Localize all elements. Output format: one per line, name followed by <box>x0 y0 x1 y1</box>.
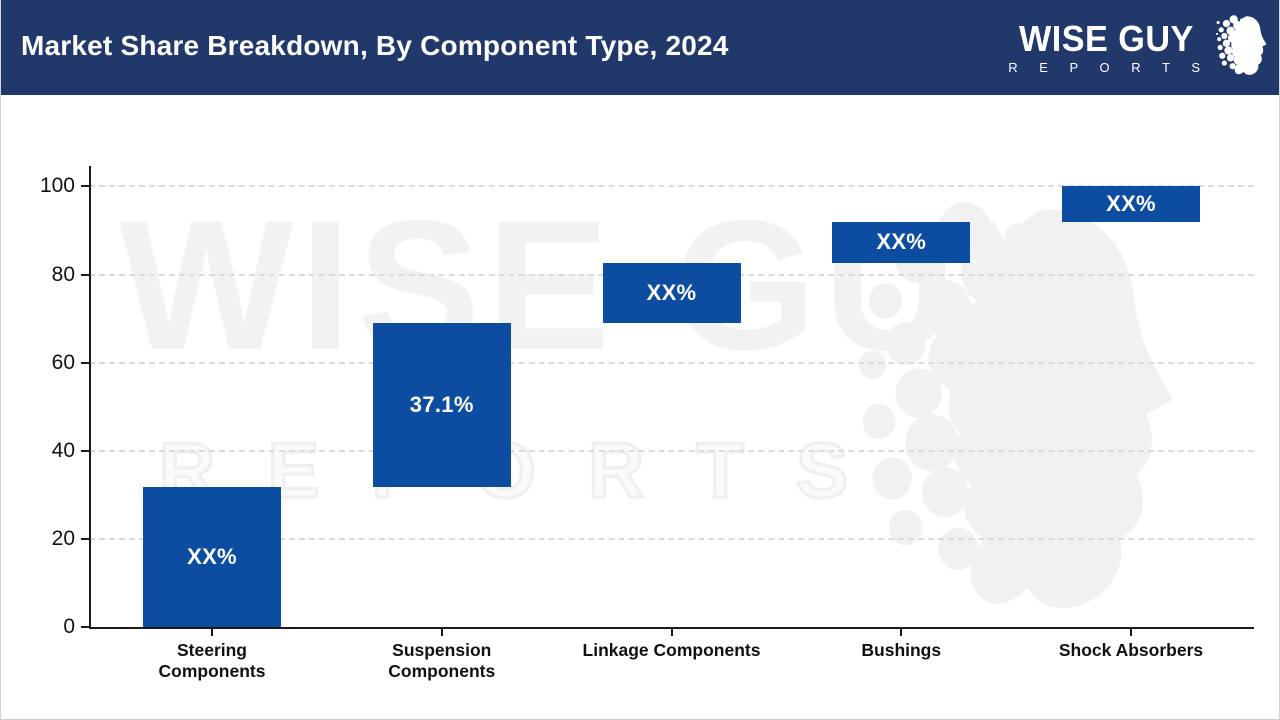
bar-value-label: 37.1% <box>409 392 474 418</box>
y-axis-line <box>89 166 91 629</box>
brand-name: WISE GUY <box>1019 17 1195 59</box>
bar-bushings: XX% <box>832 221 971 263</box>
y-tick-20 <box>81 537 89 540</box>
bar-steering-components: XX% <box>143 486 281 627</box>
header-bar: Market Share Breakdown, By Component Typ… <box>1 0 1279 95</box>
bar-value-label: XX% <box>876 229 927 255</box>
brand-logo: WISE GUY R E P O R T S <box>1004 9 1271 87</box>
x-tick-2 <box>670 628 673 636</box>
y-tick-0 <box>81 626 89 628</box>
x-tick-0 <box>211 628 213 636</box>
y-tick-label-20: 20 <box>51 526 75 550</box>
x-category-label-3: Bushings <box>861 640 942 660</box>
y-tick-label-100: 100 <box>39 174 75 198</box>
chart-title: Market Share Breakdown, By Component Typ… <box>21 29 729 61</box>
bar-suspension-components: 37.1% <box>372 323 511 487</box>
chart-area: WISE GUY REPORTS XX% Steering Components 37… <box>1 95 1279 719</box>
y-tick-80 <box>81 273 89 276</box>
x-tick-4 <box>1130 628 1132 636</box>
x-tick-1 <box>440 628 443 636</box>
brand-subtitle: R E P O R T S <box>1008 59 1209 75</box>
brand-wordmark: WISE GUY R E P O R T S <box>1004 17 1209 75</box>
bar-value-label: XX% <box>646 280 697 305</box>
y-tick-40 <box>81 449 89 452</box>
y-tick-label-80: 80 <box>51 262 75 286</box>
bar-shock-absorbers: XX% <box>1062 186 1200 222</box>
x-category-label-2: Linkage Components <box>582 640 761 660</box>
gridline-100 <box>89 185 1254 188</box>
x-category-label-0: Steering Components <box>158 640 266 681</box>
bar-linkage-components: XX% <box>602 262 741 324</box>
gridline-40 <box>89 449 1254 452</box>
bar-value-label: XX% <box>187 543 237 569</box>
x-axis-line <box>89 627 1254 629</box>
gridline-20 <box>89 537 1254 540</box>
y-tick-label-40: 40 <box>51 438 75 462</box>
x-category-label-1: Suspension Components <box>388 640 496 681</box>
x-tick-3 <box>900 628 903 636</box>
gridline-60 <box>89 361 1254 364</box>
y-tick-label-60: 60 <box>51 350 75 374</box>
y-tick-label-0: 0 <box>63 615 75 638</box>
bar-value-label: XX% <box>1106 191 1156 216</box>
y-tick-60 <box>81 361 89 364</box>
y-tick-100 <box>81 185 89 188</box>
x-category-label-4: Shock Absorbers <box>1058 640 1204 660</box>
